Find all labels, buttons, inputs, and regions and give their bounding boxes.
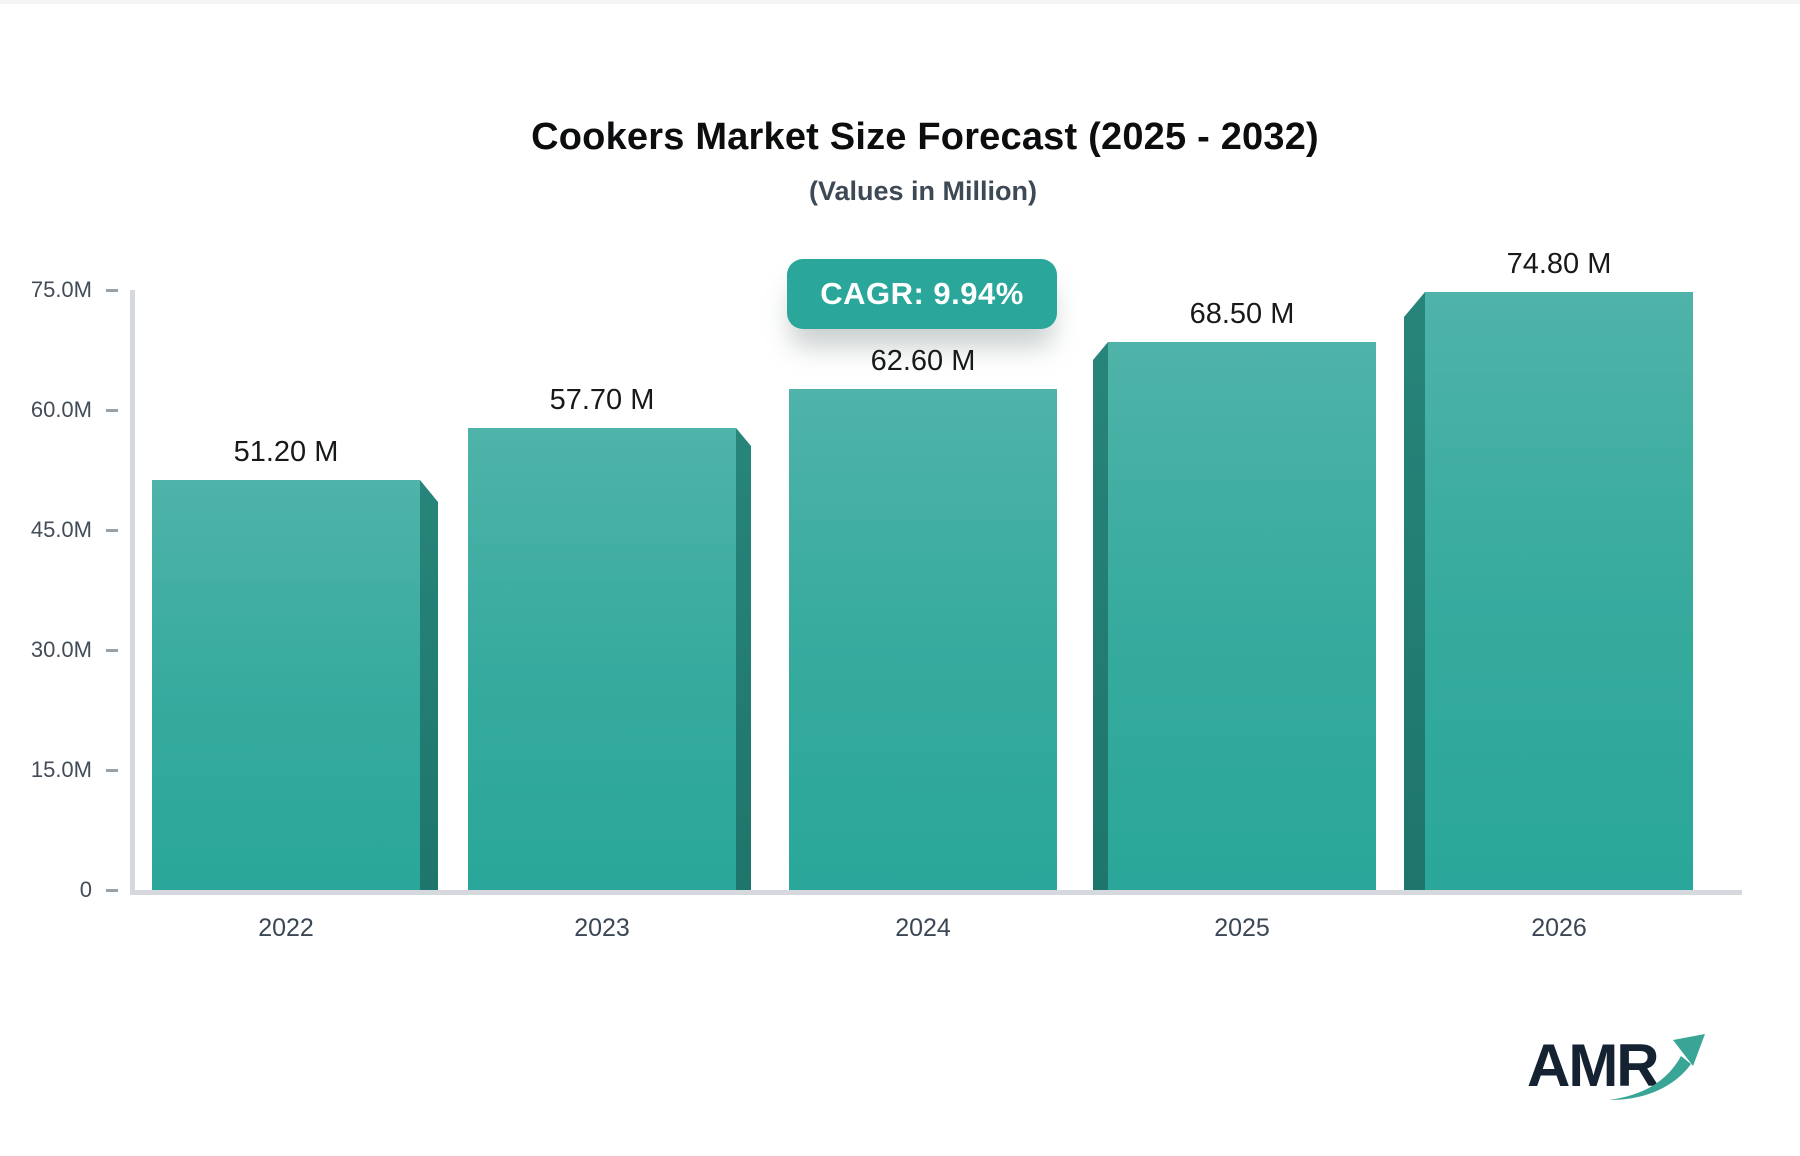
bar-2025 — [1108, 342, 1376, 890]
x-axis-label-2023: 2023 — [574, 914, 630, 942]
bar-2026 — [1425, 292, 1693, 890]
y-axis-label-0: 0 — [79, 877, 92, 902]
y-tick-dash-0 — [106, 889, 118, 892]
x-axis-label-2024: 2024 — [895, 914, 951, 942]
bar-value-label-2026: 74.80 M — [1506, 248, 1612, 280]
chart-subtitle: (Values in Million) — [808, 176, 1038, 206]
x-axis-line — [130, 890, 1742, 895]
bar-value-label-2023: 57.70 M — [549, 384, 655, 416]
x-axis-label-2022: 2022 — [258, 914, 314, 942]
bar-2023 — [468, 428, 736, 890]
y-tick-dash-30.0M — [106, 649, 118, 652]
bar-side-2023 — [736, 428, 751, 890]
bar-side-2022 — [420, 480, 438, 890]
bar-side-2025 — [1093, 342, 1108, 890]
y-axis-label-75.0M: 75.0M — [30, 277, 92, 302]
y-axis-label-15.0M: 15.0M — [30, 757, 92, 782]
cagr-badge-label: CAGR: 9.94% — [820, 276, 1024, 311]
bar-2024 — [789, 389, 1057, 890]
x-axis-label-2026: 2026 — [1531, 914, 1587, 942]
bar-value-label-2025: 68.50 M — [1189, 298, 1295, 330]
y-tick-dash-45.0M — [106, 529, 118, 532]
bar-2022 — [152, 480, 420, 890]
chart-title: Cookers Market Size Forecast (2025 - 203… — [531, 116, 1319, 158]
x-axis-label-2025: 2025 — [1214, 914, 1270, 942]
cagr-badge: CAGR: 9.94% — [787, 259, 1057, 329]
bar-side-2026 — [1404, 292, 1425, 890]
bar-value-label-2024: 62.60 M — [870, 345, 976, 377]
bar-value-label-2022: 51.20 M — [233, 436, 339, 468]
growth-arrow-icon — [1609, 1034, 1705, 1100]
y-axis-label-30.0M: 30.0M — [30, 637, 92, 662]
y-tick-dash-60.0M — [106, 409, 118, 412]
y-tick-dash-75.0M — [106, 289, 118, 292]
y-axis-label-45.0M: 45.0M — [30, 517, 92, 542]
y-tick-dash-15.0M — [106, 769, 118, 772]
amr-logo-text: AMR — [1527, 1032, 1660, 1099]
amr-logo: AMR — [1527, 1032, 1717, 1126]
y-axis-line — [130, 290, 135, 890]
y-axis-label-60.0M: 60.0M — [30, 397, 92, 422]
